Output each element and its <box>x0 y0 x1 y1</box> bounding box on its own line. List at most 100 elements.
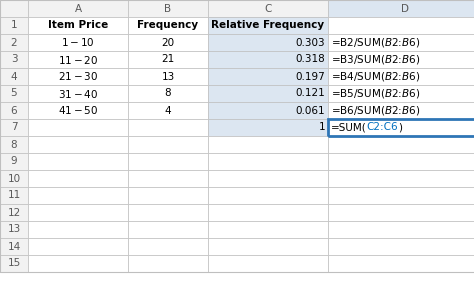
Bar <box>128 102 208 119</box>
Bar <box>28 119 128 136</box>
Bar <box>208 221 328 238</box>
Bar <box>328 68 474 85</box>
Text: D: D <box>401 3 410 14</box>
Bar <box>0 238 28 255</box>
Bar <box>128 68 208 85</box>
Bar <box>28 136 128 153</box>
Bar <box>208 34 328 51</box>
Bar <box>0 17 28 34</box>
Bar <box>208 119 328 136</box>
Bar <box>128 221 208 238</box>
Text: 20: 20 <box>162 37 174 48</box>
Bar <box>328 170 474 187</box>
Bar <box>128 238 208 255</box>
Bar <box>128 204 208 221</box>
Text: $41 - $50: $41 - $50 <box>58 105 98 117</box>
Bar <box>128 17 208 34</box>
Bar <box>0 0 28 17</box>
Text: =B6/SUM($B$2:$B$6): =B6/SUM($B$2:$B$6) <box>331 104 420 117</box>
Text: 21: 21 <box>161 54 174 65</box>
Bar <box>28 221 128 238</box>
Bar <box>28 34 128 51</box>
Bar <box>208 170 328 187</box>
Text: 15: 15 <box>8 259 21 268</box>
Text: 10: 10 <box>8 173 20 183</box>
Bar <box>0 204 28 221</box>
Bar <box>208 187 328 204</box>
Bar <box>28 51 128 68</box>
Bar <box>328 153 474 170</box>
Bar <box>28 17 128 34</box>
Bar <box>0 187 28 204</box>
Text: 12: 12 <box>8 207 21 217</box>
Bar <box>328 51 474 68</box>
Text: =B5/SUM($B$2:$B$6): =B5/SUM($B$2:$B$6) <box>331 87 420 100</box>
Text: 13: 13 <box>161 71 174 82</box>
Text: 4: 4 <box>164 105 171 115</box>
Bar <box>208 17 328 34</box>
Text: 3: 3 <box>11 54 18 65</box>
Bar <box>0 221 28 238</box>
Bar <box>328 238 474 255</box>
Text: 13: 13 <box>8 225 21 234</box>
Bar <box>128 255 208 272</box>
Bar <box>0 85 28 102</box>
Bar <box>0 136 28 153</box>
Bar <box>208 68 328 85</box>
Text: 0.061: 0.061 <box>295 105 325 115</box>
Bar <box>28 85 128 102</box>
Text: C2:C6: C2:C6 <box>367 122 398 132</box>
Text: $31 - $40: $31 - $40 <box>58 88 98 99</box>
Text: 9: 9 <box>11 156 18 166</box>
Text: =B3/SUM($B$2:$B$6): =B3/SUM($B$2:$B$6) <box>331 53 420 66</box>
Text: Frequency: Frequency <box>137 20 199 31</box>
Bar <box>28 187 128 204</box>
Text: $21 - $30: $21 - $30 <box>58 71 98 82</box>
Bar <box>208 238 328 255</box>
Bar <box>0 102 28 119</box>
Bar <box>328 85 474 102</box>
Text: B: B <box>164 3 172 14</box>
Bar <box>28 0 128 17</box>
Bar <box>128 136 208 153</box>
Bar <box>328 255 474 272</box>
Bar <box>0 153 28 170</box>
Text: 0.197: 0.197 <box>295 71 325 82</box>
Bar <box>128 119 208 136</box>
Bar <box>328 17 474 34</box>
Bar <box>208 0 328 17</box>
Bar <box>0 119 28 136</box>
Text: Item Price: Item Price <box>48 20 108 31</box>
Bar <box>0 170 28 187</box>
Text: 8: 8 <box>164 88 171 98</box>
Bar <box>28 238 128 255</box>
Bar <box>328 119 474 136</box>
Bar <box>328 119 474 136</box>
Text: 5: 5 <box>11 88 18 98</box>
Bar <box>128 170 208 187</box>
Text: $1 - $10: $1 - $10 <box>61 37 95 48</box>
Bar <box>128 51 208 68</box>
Text: 11: 11 <box>8 190 21 200</box>
Bar <box>0 51 28 68</box>
Bar <box>328 187 474 204</box>
Bar <box>128 187 208 204</box>
Text: ): ) <box>398 122 402 132</box>
Text: =B2/SUM($B$2:$B$6): =B2/SUM($B$2:$B$6) <box>331 36 420 49</box>
Bar <box>28 153 128 170</box>
Bar <box>208 153 328 170</box>
Text: 8: 8 <box>11 139 18 149</box>
Text: Relative Frequency: Relative Frequency <box>211 20 325 31</box>
Bar <box>0 255 28 272</box>
Text: =B4/SUM($B$2:$B$6): =B4/SUM($B$2:$B$6) <box>331 70 420 83</box>
Bar <box>28 255 128 272</box>
Text: 0.303: 0.303 <box>295 37 325 48</box>
Bar <box>28 102 128 119</box>
Bar <box>328 34 474 51</box>
Bar <box>28 170 128 187</box>
Bar <box>208 136 328 153</box>
Bar <box>328 136 474 153</box>
Text: 0.318: 0.318 <box>295 54 325 65</box>
Bar <box>208 85 328 102</box>
Text: 7: 7 <box>11 122 18 132</box>
